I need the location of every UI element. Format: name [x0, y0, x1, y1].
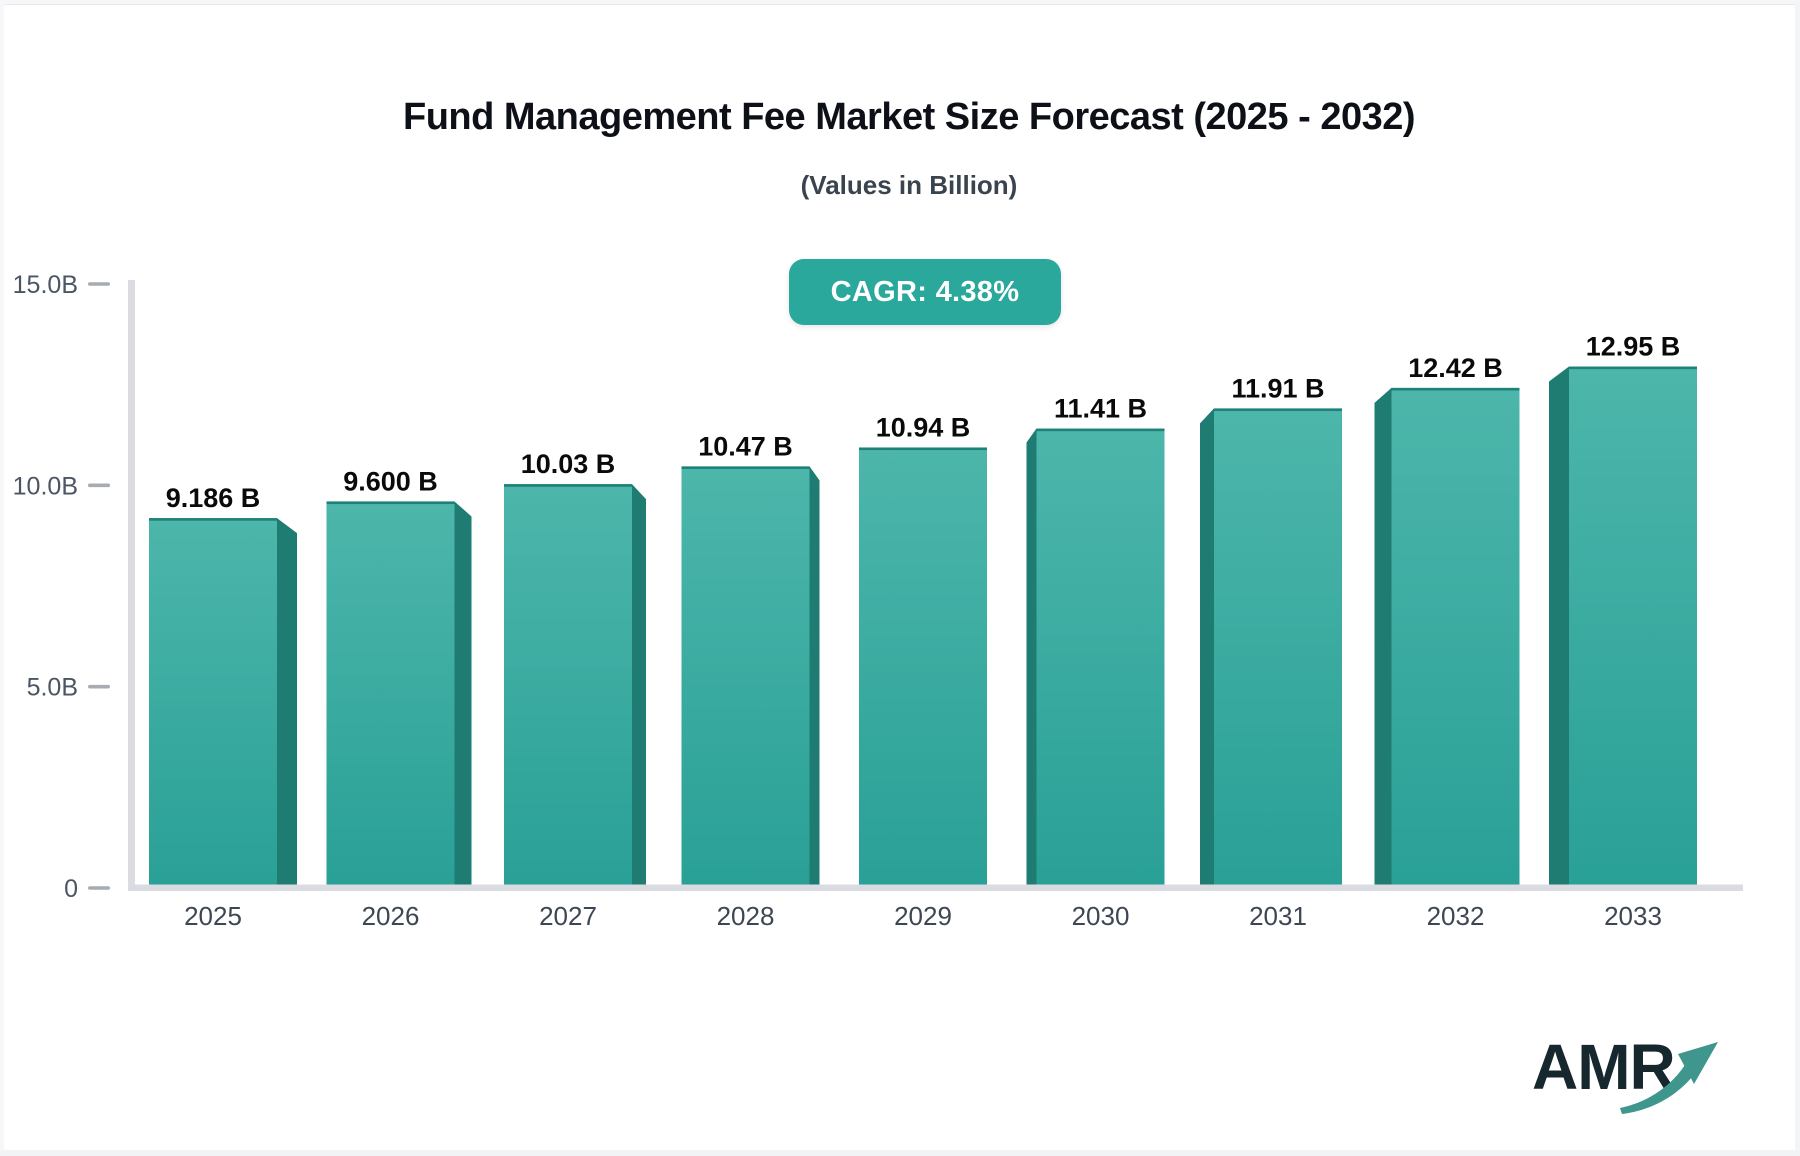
- bar-top-edge: [1391, 387, 1520, 391]
- bar-top-edge: [149, 518, 277, 521]
- value-label: 10.94 B: [876, 412, 971, 442]
- x-axis-label: 2029: [894, 901, 952, 931]
- bar-front-face: [1036, 428, 1165, 888]
- y-axis-tick-label: 15.0B: [13, 271, 78, 299]
- y-axis-tick-label: 0: [64, 875, 78, 903]
- bar-front-face: [681, 466, 810, 888]
- bar-top-edge: [1569, 366, 1697, 370]
- left-border: [0, 0, 4, 1156]
- bar-side-face: [632, 484, 646, 888]
- bar-top-edge: [681, 466, 810, 470]
- bar-top-edge: [504, 484, 632, 487]
- bar-side-face: [1549, 366, 1569, 889]
- bar-side-face: [1026, 428, 1037, 888]
- amr-logo[interactable]: AMR: [1524, 1024, 1734, 1124]
- bar-front-face: [1569, 366, 1697, 889]
- y-axis-tick-dash: [88, 282, 110, 286]
- x-axis-label: 2030: [1072, 901, 1130, 931]
- logo-text: AMR: [1532, 1031, 1676, 1103]
- y-axis-tick-dash: [88, 684, 110, 689]
- bar-top-edge: [1214, 408, 1342, 412]
- x-axis-label: 2032: [1427, 901, 1485, 931]
- x-axis-label: 2026: [362, 901, 420, 931]
- y-axis-line: [128, 280, 135, 891]
- x-axis-label: 2028: [717, 901, 775, 931]
- chart-title: Fund Management Fee Market Size Forecast…: [402, 96, 1416, 138]
- bar-side-face: [1200, 408, 1214, 888]
- bar-front-face: [1391, 387, 1520, 888]
- chart-subtitle: (Values in Billion): [800, 170, 1018, 200]
- cagr-badge: CAGR: 4.38%: [789, 259, 1061, 325]
- value-label: 12.42 B: [1408, 353, 1503, 383]
- x-axis-label: 2027: [539, 901, 597, 931]
- bottom-border: [0, 1150, 1800, 1156]
- y-axis-tick-dash: [88, 886, 110, 890]
- bar-side-face: [454, 501, 472, 888]
- bar-front-face: [326, 501, 455, 888]
- value-label: 10.03 B: [521, 449, 616, 479]
- bar-side-face: [809, 466, 820, 888]
- value-label: 9.186 B: [166, 483, 261, 513]
- bar-2028[interactable]: 10.47 B 2028: [681, 431, 820, 931]
- bar-2027[interactable]: 10.03 B 2027: [504, 449, 646, 931]
- bar-top-edge: [859, 447, 987, 451]
- value-label: 11.91 B: [1231, 373, 1324, 403]
- bar-front-face: [1214, 408, 1342, 888]
- growth-arrow-icon: [1620, 1042, 1718, 1114]
- y-axis-tick-label: 5.0B: [27, 674, 78, 702]
- x-axis-label: 2031: [1249, 901, 1307, 931]
- bar-2029[interactable]: 10.94 B 2029: [859, 412, 987, 931]
- bar-side-face: [1374, 387, 1392, 888]
- bar-2031[interactable]: 11.91 B 2031: [1200, 373, 1342, 931]
- bar-front-face: [859, 447, 987, 888]
- value-label: 10.47 B: [698, 431, 793, 461]
- bar-side-face: [277, 518, 297, 888]
- bar-front-face: [149, 518, 277, 888]
- x-axis-label: 2033: [1604, 901, 1662, 931]
- value-label: 12.95 B: [1586, 332, 1681, 362]
- bar-front-face: [504, 484, 632, 888]
- y-axis-tick-label: 10.0B: [13, 472, 78, 500]
- value-label: 9.600 B: [343, 466, 438, 496]
- bar-2026[interactable]: 9.600 B 2026: [326, 466, 472, 931]
- bar-top-edge: [326, 501, 455, 505]
- bar-2032[interactable]: 12.42 B 2032: [1374, 353, 1520, 931]
- top-border: [0, 0, 1800, 5]
- right-border: [1795, 0, 1800, 1156]
- bar-2033[interactable]: 12.95 B 2033: [1549, 332, 1697, 931]
- bar-top-edge: [1036, 428, 1165, 432]
- cagr-badge-label: CAGR: 4.38%: [830, 275, 1020, 308]
- x-axis-label: 2025: [184, 901, 242, 931]
- x-axis-line: [128, 884, 1743, 891]
- bar-2030[interactable]: 11.41 B 2030: [1026, 394, 1165, 931]
- y-axis-tick-dash: [88, 483, 110, 488]
- bar-2025[interactable]: 9.186 B 2025: [149, 483, 297, 931]
- value-label: 11.41 B: [1054, 394, 1147, 424]
